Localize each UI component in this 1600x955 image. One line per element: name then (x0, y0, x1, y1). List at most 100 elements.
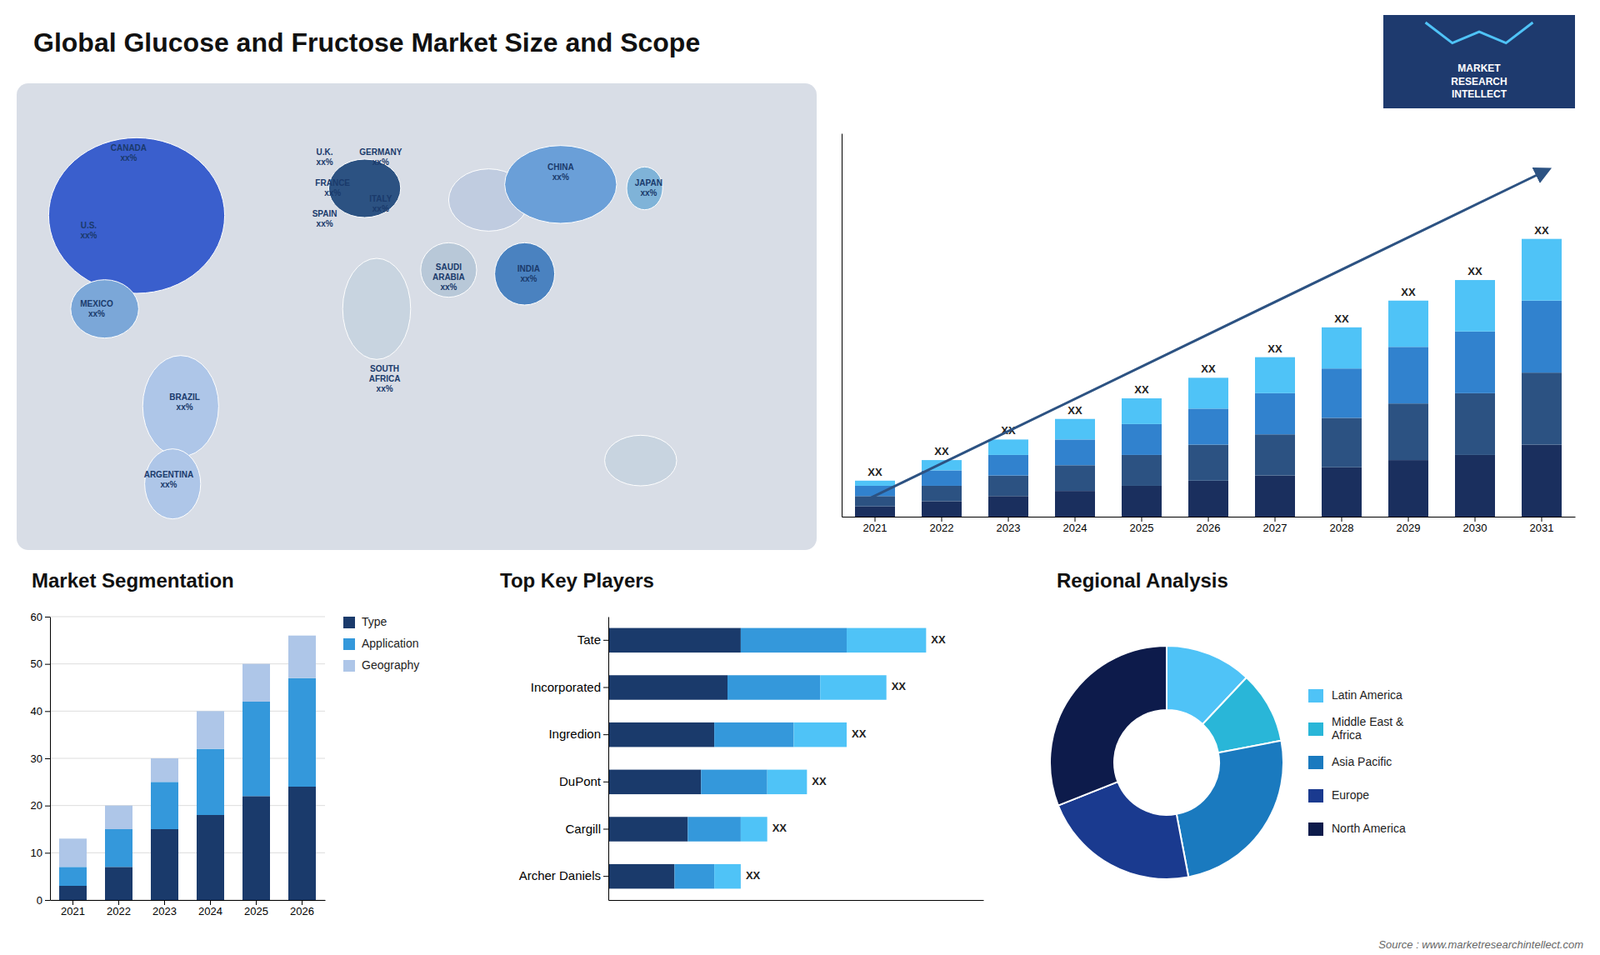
legend-item: Europe (1308, 788, 1370, 803)
tick: 2021 (863, 516, 888, 535)
bar (740, 628, 847, 653)
legend-item: North America (1308, 821, 1406, 836)
map-label: CANADAxx% (110, 143, 147, 163)
legend-swatch (1308, 689, 1324, 703)
logo-background (1383, 15, 1575, 109)
tick-mark (45, 900, 50, 901)
tick-label: 2024 (198, 905, 223, 918)
bar (608, 722, 715, 747)
chart-title: Top Key Players (500, 569, 655, 592)
map-label: ITALYxx% (369, 193, 393, 213)
axis-line (608, 617, 610, 901)
legend-item: Application (343, 636, 420, 650)
map-label: SOUTHAFRICAxx% (369, 363, 401, 393)
grid-line (50, 710, 325, 712)
bar (1188, 445, 1229, 481)
bar (988, 495, 1029, 517)
bar (196, 749, 225, 815)
bar (1188, 377, 1229, 409)
bar (1188, 480, 1229, 517)
bar (1455, 393, 1495, 455)
bar (1188, 408, 1229, 445)
legend: Type Application Geography (343, 615, 420, 672)
bar (242, 664, 270, 702)
bar (59, 838, 87, 867)
tick-mark (1341, 516, 1343, 522)
bar-label: XX (1467, 265, 1483, 278)
map-background (16, 83, 817, 550)
bar (1055, 465, 1095, 491)
tick: Incorporated (530, 680, 609, 695)
bar-label: XX (1334, 312, 1350, 325)
tick: 2023 (996, 516, 1021, 535)
legend-item: Geography (343, 658, 420, 672)
grid-line (50, 663, 325, 665)
tick: Archer Daniels (519, 868, 609, 883)
tick: 60 (30, 610, 50, 624)
bar (687, 816, 741, 841)
tick-label: Cargill (565, 821, 601, 836)
map-region (626, 166, 663, 210)
bar (988, 455, 1029, 476)
legend-label: Type (361, 615, 388, 629)
axis-line (609, 900, 985, 901)
legend-label: Application (361, 636, 420, 650)
legend-swatch (1308, 789, 1324, 803)
legend: Latin AmericaMiddle East &AfricaAsia Pac… (1308, 688, 1406, 836)
tick-mark (45, 852, 50, 854)
tick: 2024 (1063, 516, 1088, 535)
bar (59, 885, 87, 900)
map: CANADAxx%U.S.xx%MEXICOxx%BRAZILxx%ARGENT… (16, 83, 817, 550)
bar (740, 816, 768, 841)
map-label: ARGENTINAxx% (144, 470, 194, 490)
tick-label: 60 (30, 610, 43, 624)
tick-label: 2022 (930, 521, 955, 535)
map-region (495, 242, 555, 305)
bar (767, 770, 808, 795)
axis-line (841, 134, 843, 518)
map-region (142, 355, 219, 457)
tick-mark (118, 900, 120, 905)
tick-label: 2021 (863, 521, 888, 535)
grid-line (50, 852, 325, 854)
canvas: Global Glucose and Fructose Market Size … (0, 0, 1600, 955)
bar (988, 475, 1029, 497)
tick-mark (72, 900, 74, 905)
bar-label: XX (1267, 342, 1283, 355)
tick-label: 2025 (244, 905, 269, 918)
bar (921, 485, 962, 502)
chart-title: Regional Analysis (1056, 569, 1229, 592)
bar (288, 678, 316, 787)
bar (1121, 485, 1162, 517)
grid (50, 616, 325, 900)
tick: Ingredion (548, 726, 609, 741)
map-region (505, 145, 617, 224)
tick-label: 2023 (152, 905, 177, 918)
bar (242, 701, 270, 796)
y-axis: TateIncorporatedIngredionDuPontCargillAr… (519, 617, 610, 901)
tick-mark (210, 900, 211, 905)
bar-label: XX (1400, 285, 1416, 299)
x-axis: 2021202220232024202520262027202820292030… (842, 516, 1576, 535)
map-region (48, 137, 225, 294)
tick-mark (603, 781, 609, 783)
tick-label: DuPont (559, 774, 602, 789)
tick-label: 0 (36, 894, 43, 907)
logo-text: RESEARCH (1450, 75, 1507, 88)
bar (1255, 357, 1295, 394)
tick: DuPont (559, 774, 609, 789)
tick-label: Incorporated (530, 680, 601, 695)
map-label: U.K.xx% (316, 146, 334, 166)
bar-label: XX (1067, 404, 1083, 417)
tick-mark (875, 516, 876, 522)
bar (1455, 331, 1495, 394)
tick-label: 2026 (290, 905, 315, 918)
tick-mark (1475, 516, 1476, 522)
bar (196, 710, 225, 749)
bar (820, 675, 886, 700)
bar (1055, 490, 1095, 517)
bar (150, 758, 179, 782)
legend-swatch (343, 660, 355, 672)
bar (1455, 280, 1495, 332)
tick-mark (603, 640, 609, 641)
